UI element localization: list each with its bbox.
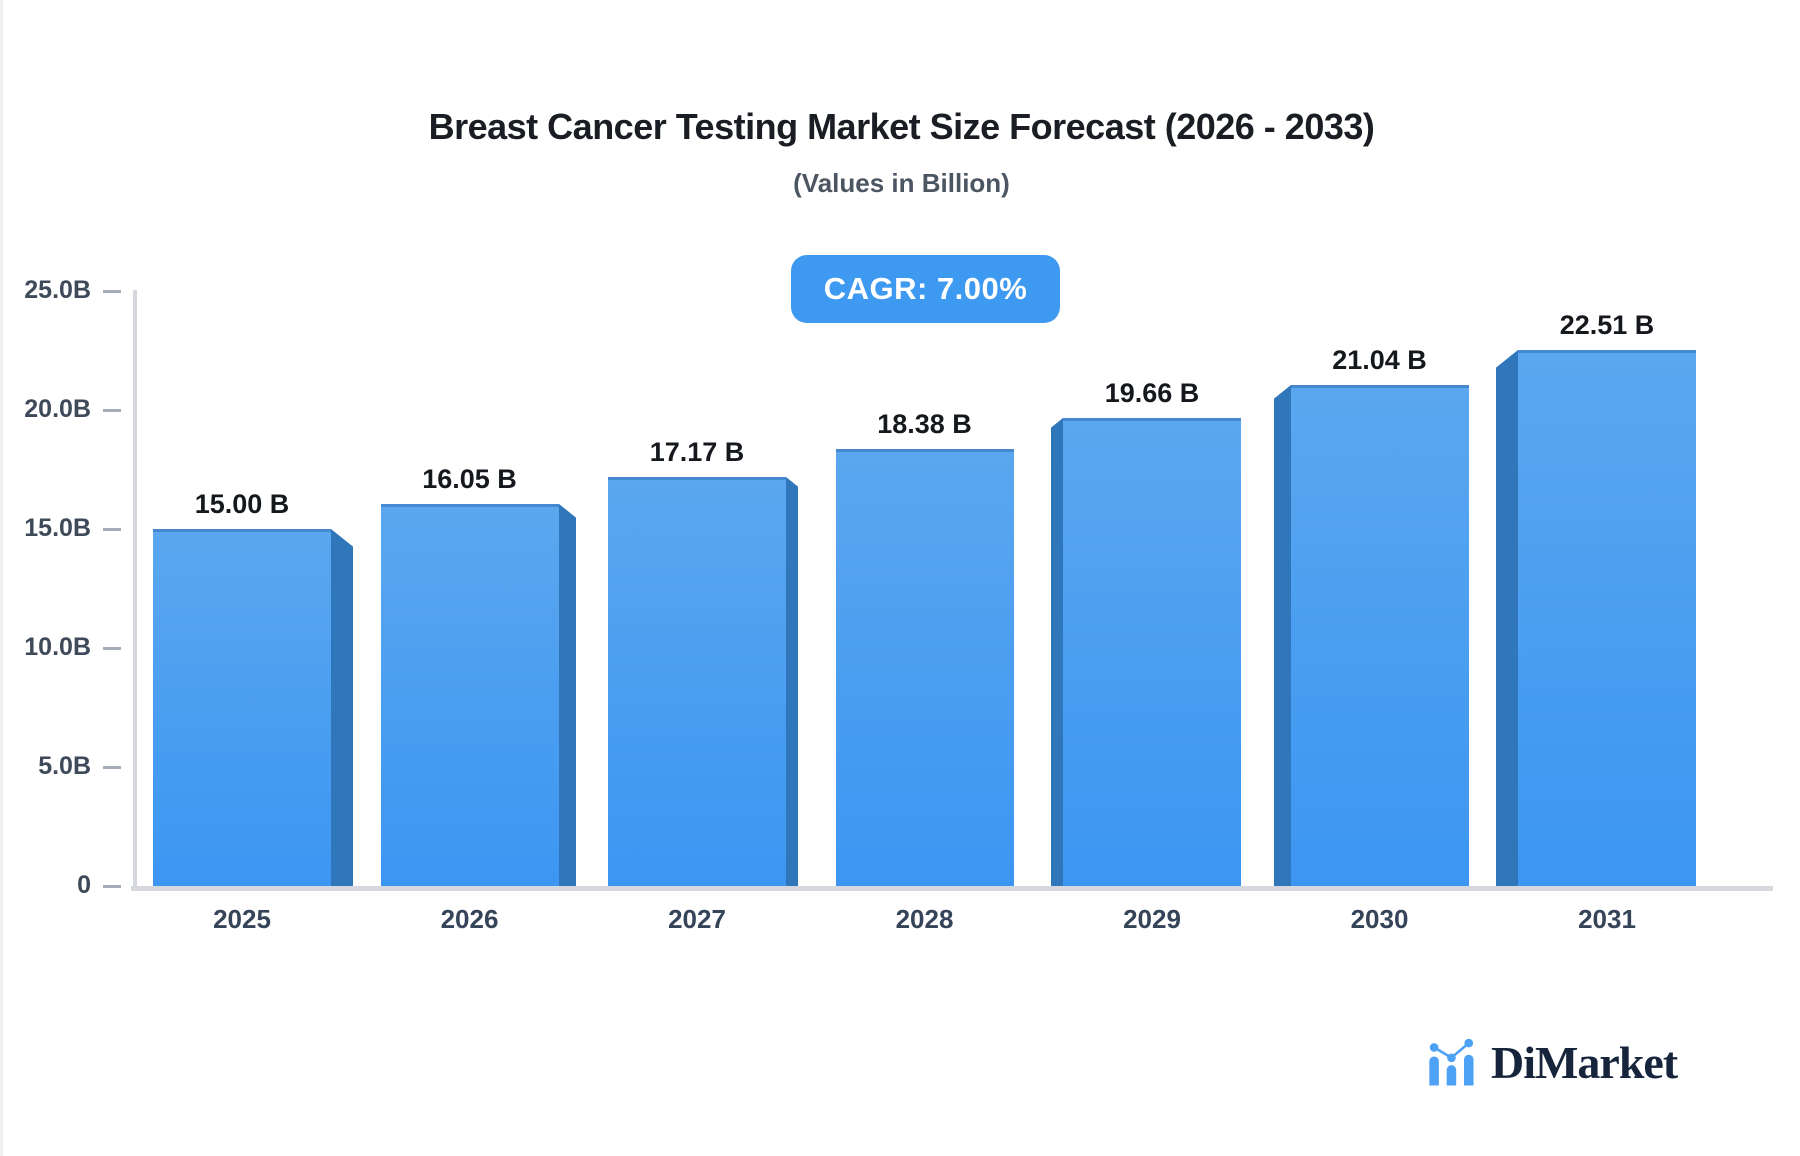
brand-logo: DiMarket bbox=[1425, 1036, 1678, 1089]
y-tick-label: 0 bbox=[77, 871, 91, 899]
bar-value-label: 15.00 B bbox=[194, 489, 290, 519]
y-tick-label: 25.0B bbox=[24, 276, 91, 304]
bar-2027 bbox=[608, 477, 786, 886]
bar-3d-side bbox=[331, 529, 353, 886]
y-tick-label: 10.0B bbox=[24, 633, 91, 661]
bar-3d-side bbox=[558, 504, 576, 886]
x-axis-label: 2028 bbox=[895, 904, 954, 934]
cagr-badge-label: CAGR: 7.00% bbox=[823, 271, 1028, 306]
bar-value-label: 16.05 B bbox=[422, 464, 517, 494]
bar-value-label: 22.51 B bbox=[1559, 310, 1655, 341]
bar-3d-side bbox=[786, 477, 798, 886]
bar-3d-side bbox=[1496, 350, 1518, 886]
x-axis-label: 2031 bbox=[1578, 904, 1636, 934]
bar-2030 bbox=[1290, 385, 1469, 886]
chart-subtitle: (Values in Billion) bbox=[793, 168, 1010, 198]
bar-2028 bbox=[835, 448, 1014, 886]
bar-value-label: 21.04 B bbox=[1332, 345, 1427, 376]
y-tick-mark bbox=[103, 527, 121, 531]
y-tick-mark bbox=[103, 884, 121, 888]
bar-2026 bbox=[380, 504, 559, 886]
x-axis-label: 2026 bbox=[440, 904, 499, 934]
bar-chart-plot: 25.0B 20.0B 15.0B 10.0B 5.0B 0 15.00 B 2025 16.… bbox=[3, 0, 1800, 1156]
bar-3d-side bbox=[1273, 385, 1291, 886]
y-axis-line bbox=[133, 290, 137, 886]
y-tick-mark bbox=[103, 765, 121, 769]
bar-value-label: 18.38 B bbox=[877, 408, 972, 439]
y-tick-label: 15.0B bbox=[24, 514, 91, 542]
x-axis-label: 2029 bbox=[1123, 904, 1181, 934]
bar-value-label: 19.66 B bbox=[1104, 378, 1200, 409]
x-axis-label: 2025 bbox=[213, 904, 271, 934]
bar-3d-side bbox=[1051, 418, 1063, 886]
cagr-badge: CAGR: 7.00% bbox=[791, 255, 1060, 323]
bar-value-label: 17.17 B bbox=[649, 437, 745, 468]
x-axis-label: 2027 bbox=[668, 904, 726, 934]
bar-line-chart-icon bbox=[1429, 1038, 1474, 1086]
bars-layer bbox=[3, 0, 1800, 886]
y-tick-mark bbox=[103, 408, 121, 412]
x-axis-label: 2030 bbox=[1350, 904, 1409, 934]
x-axis-line bbox=[131, 886, 1773, 891]
bar-2031 bbox=[1518, 350, 1696, 886]
y-tick-label: 20.0B bbox=[24, 395, 91, 423]
y-tick-mark bbox=[103, 289, 121, 293]
y-tick-label: 5.0B bbox=[38, 752, 91, 780]
y-tick-mark bbox=[103, 646, 121, 650]
bar-2025 bbox=[153, 529, 331, 886]
brand-name: DiMarket bbox=[1491, 1037, 1678, 1088]
bar-2029 bbox=[1063, 418, 1241, 886]
chart-title: Breast Cancer Testing Market Size Foreca… bbox=[428, 106, 1375, 147]
